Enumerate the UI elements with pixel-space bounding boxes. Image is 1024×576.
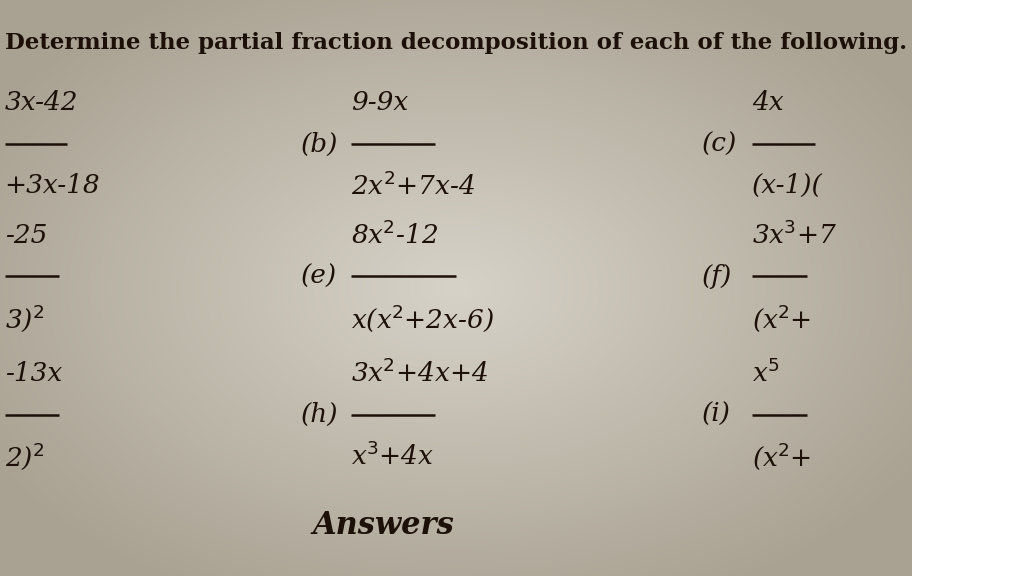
Text: 3)$^2$: 3)$^2$	[4, 302, 44, 334]
Text: (e): (e)	[301, 264, 337, 289]
Text: 2x$^2$+7x-4: 2x$^2$+7x-4	[351, 171, 475, 200]
Text: x(x$^2$+2x-6): x(x$^2$+2x-6)	[351, 302, 495, 334]
Text: Determine the partial fraction decomposition of each of the following.: Determine the partial fraction decomposi…	[4, 32, 906, 54]
Text: (h): (h)	[301, 402, 338, 427]
Text: -25: -25	[4, 222, 47, 248]
Text: x$^3$+4x: x$^3$+4x	[351, 442, 434, 471]
Text: (c): (c)	[701, 131, 737, 157]
Text: (x-1)(: (x-1)(	[752, 173, 822, 198]
Text: 3x-42: 3x-42	[4, 90, 78, 115]
Text: x$^5$: x$^5$	[752, 359, 779, 388]
Text: Answers: Answers	[312, 510, 454, 541]
Text: (x$^2$+: (x$^2$+	[752, 302, 811, 334]
Text: 4x: 4x	[752, 90, 783, 115]
Text: +3x-18: +3x-18	[4, 173, 100, 198]
Text: (x$^2$+: (x$^2$+	[752, 440, 811, 472]
Text: 8x$^2$-12: 8x$^2$-12	[351, 221, 438, 249]
Text: -13x: -13x	[4, 361, 61, 386]
Text: 2)$^2$: 2)$^2$	[4, 440, 44, 472]
Text: (i): (i)	[701, 402, 731, 427]
Text: (f): (f)	[701, 264, 732, 289]
Text: 9-9x: 9-9x	[351, 90, 409, 115]
Text: 3x$^3$+7: 3x$^3$+7	[752, 221, 838, 249]
Text: 3x$^2$+4x+4: 3x$^2$+4x+4	[351, 359, 488, 388]
Text: (b): (b)	[301, 131, 338, 157]
